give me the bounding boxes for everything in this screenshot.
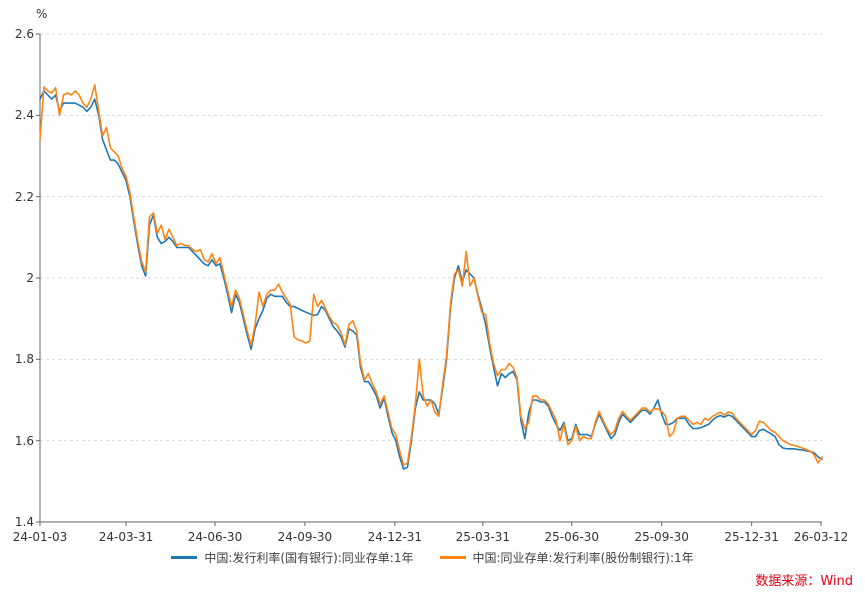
series-line-0 — [39, 90, 823, 470]
x-axis-label: 24-06-30 — [187, 530, 243, 544]
legend-item-joint-stock-banks[interactable]: 中国:同业存单:发行利率(股份制银行):1年 — [439, 549, 694, 566]
series-line-1 — [39, 84, 823, 466]
legend-item-state-owned-banks[interactable]: 中国:发行利率(国有银行):同业存单:1年 — [171, 549, 414, 566]
legend-line-swatch-blue — [171, 556, 198, 559]
legend-label: 中国:发行利率(国有银行):同业存单:1年 — [204, 551, 414, 565]
x-axis-label: 26-03-12 — [793, 530, 849, 544]
legend-label: 中国:同业存单:发行利率(股份制银行):1年 — [472, 551, 694, 565]
legend-line-swatch-orange — [439, 556, 466, 559]
y-axis-unit-label: % — [36, 7, 48, 21]
x-axis-label: 25-12-31 — [724, 530, 779, 544]
y-axis-label: 2.6 — [14, 27, 34, 41]
x-axis-label: 25-03-31 — [455, 530, 511, 544]
data-source-note: 数据来源：Wind — [755, 574, 853, 589]
x-axis-label: 25-09-30 — [634, 530, 689, 544]
x-axis-label: 24-01-03 — [12, 530, 68, 544]
x-axis-label: 24-09-30 — [277, 530, 333, 544]
y-axis-label: 1.4 — [14, 515, 34, 529]
y-axis-label: 1.8 — [14, 352, 34, 367]
y-axis-label: 2.4 — [14, 108, 34, 123]
x-axis-label: 24-12-31 — [367, 530, 423, 544]
x-axis-label: 25-06-30 — [544, 530, 599, 544]
y-axis-label: 1.6 — [14, 433, 34, 448]
y-axis-label: 2 — [26, 271, 34, 285]
legend: 中国:发行利率(国有银行):同业存单:1年 中国:同业存单:发行利率(股份制银行… — [0, 549, 865, 566]
y-axis-label: 2.2 — [14, 189, 34, 204]
x-axis-label: 24-03-31 — [98, 530, 154, 544]
